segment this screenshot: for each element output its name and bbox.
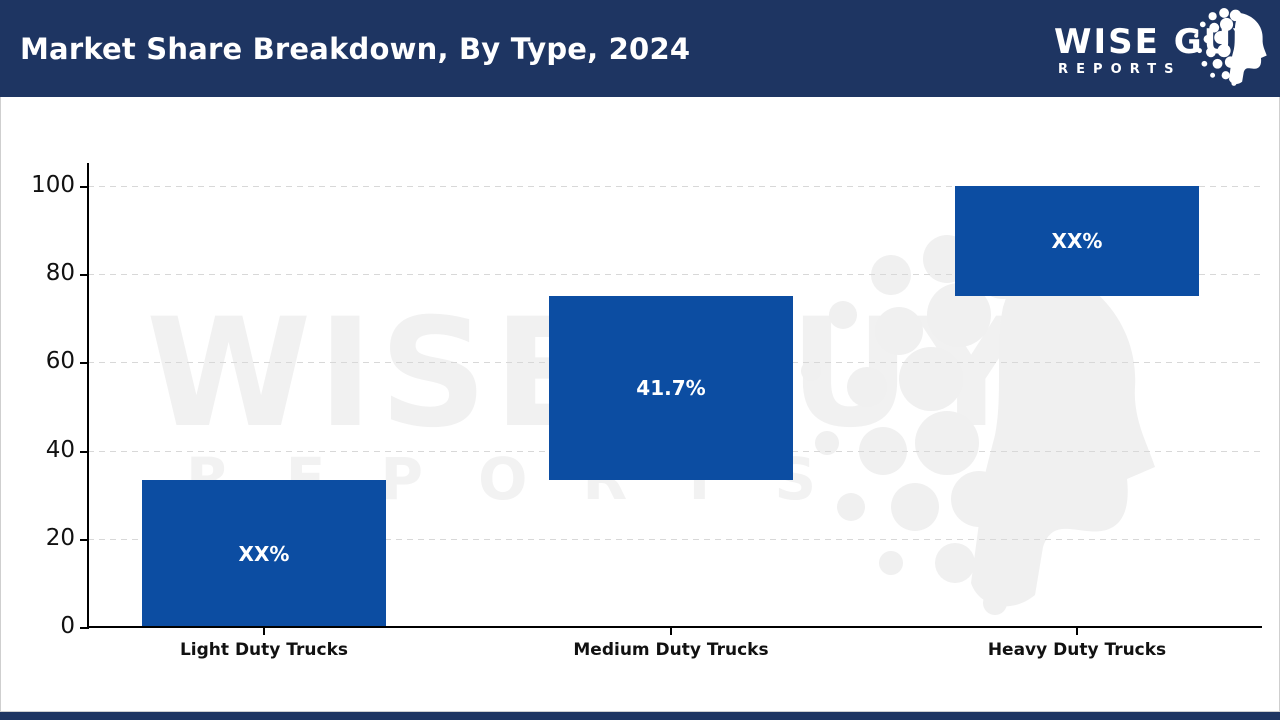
bar-light-duty-trucks: XX% [142,480,386,627]
y-tick-80 [80,274,88,277]
y-tick-20 [80,538,88,541]
y-tick-label-0: 0 [60,613,75,639]
x-tick-2 [670,628,672,635]
y-tick-label-60: 60 [45,348,75,375]
bar-value-label: 41.7% [636,376,706,401]
x-category-label-1: Light Duty Trucks [179,640,349,660]
x-tick-3 [1076,628,1078,635]
y-tick-label-20: 20 [45,524,75,551]
y-tick-100 [80,186,88,188]
y-tick-0 [80,627,88,629]
bar-medium-duty-trucks: 41.7% [549,296,793,481]
x-category-label-2: Medium Duty Trucks [573,640,769,660]
bar-heavy-duty-trucks: XX% [955,186,1199,297]
brand-logo: WISE GUY REPORTS [1022,0,1272,97]
y-tick-label-40: 40 [45,436,75,463]
brand-subtext: REPORTS [1058,62,1182,77]
gridline-100 [88,186,1262,187]
footer-bar [0,712,1280,720]
y-tick-60 [80,362,88,365]
chart-title: Market Share Breakdown, By Type, 2024 [20,31,691,66]
header-bar: Market Share Breakdown, By Type, 2024 WI… [0,0,1280,97]
y-tick-label-80: 80 [45,260,75,287]
y-tick-label-100: 100 [31,172,75,198]
bar-value-label: XX% [1051,229,1103,254]
bar-value-label: XX% [238,541,290,566]
y-tick-40 [80,450,88,453]
x-axis-line [87,626,1262,628]
x-category-label-3: Heavy Duty Trucks [987,640,1167,660]
brand-face-icon [1188,4,1270,94]
gridline-80 [88,274,1262,276]
gridline-20 [88,538,1262,540]
x-tick-1 [263,628,265,635]
y-axis-line [87,163,89,629]
